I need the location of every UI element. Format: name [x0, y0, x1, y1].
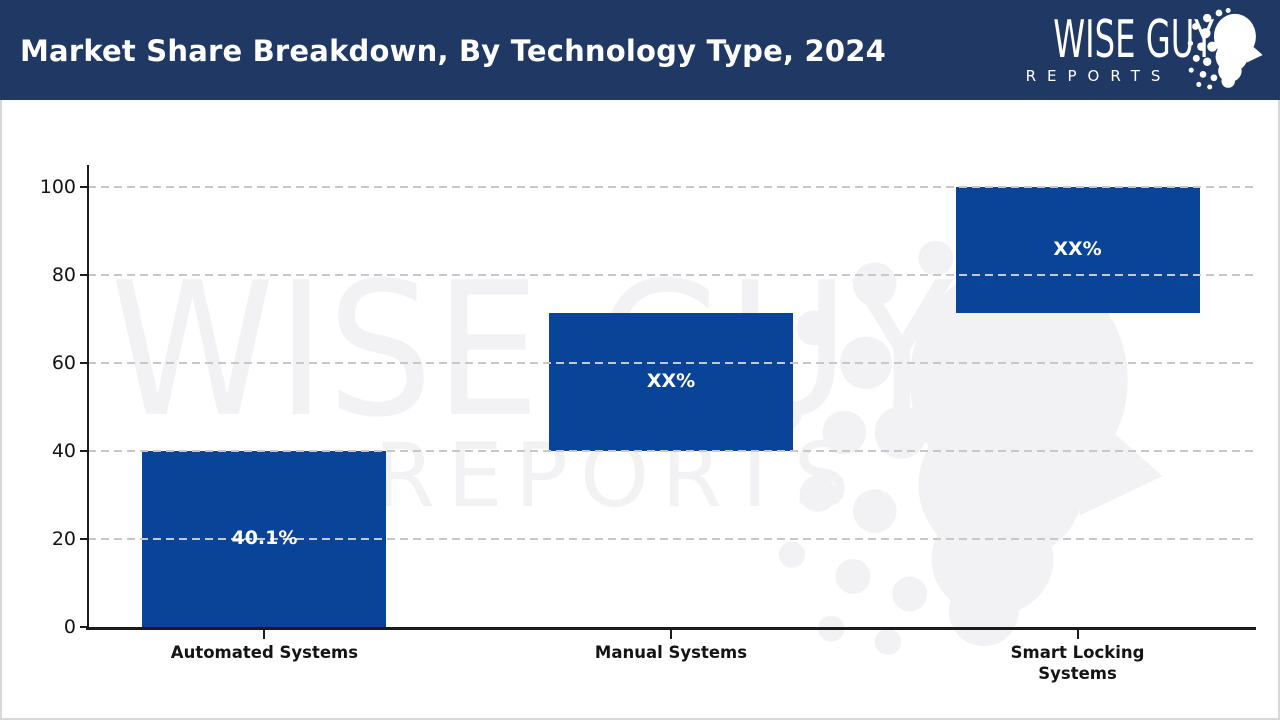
bar-value-label: 40.1%: [231, 526, 298, 549]
x-tick-mark: [263, 630, 266, 639]
y-tick-mark: [80, 626, 89, 628]
y-tick-mark: [80, 186, 89, 188]
logo-reports-text: REPORTS: [1025, 67, 1172, 85]
x-tick-label: Smart Locking Systems: [948, 642, 1208, 684]
x-tick-mark: [670, 630, 672, 639]
gridline: [88, 274, 1254, 276]
bar-value-label: XX%: [1053, 237, 1102, 260]
watermark-wordmark: WISE GUY: [110, 242, 955, 458]
gridline: [88, 538, 1254, 540]
x-axis-line: [86, 627, 1256, 630]
logo-wordmark-text: WISE GUY: [1053, 10, 1215, 70]
logo-wordmark: WISE GUY REPORTS: [1004, 14, 1214, 85]
x-tick-label: Manual Systems: [541, 642, 801, 663]
gridline: [88, 450, 1254, 452]
x-tick-label-line: Manual Systems: [594, 643, 748, 662]
gridline: [88, 186, 1254, 188]
y-tick-mark: [80, 450, 89, 452]
y-tick-mark: [80, 362, 89, 364]
bar-segment: [549, 312, 793, 451]
y-tick-mark: [80, 538, 89, 540]
y-tick-mark: [80, 274, 89, 276]
y-tick-label: 20: [51, 528, 76, 550]
y-tick-label: 0: [63, 616, 76, 638]
y-tick-label: 40: [51, 440, 76, 462]
y-tick-label: 60: [51, 352, 76, 374]
chart-area: WISE GUY REPORTS 0 20 40 60 80 100 40.1% Automa…: [0, 100, 1280, 720]
gridline: [88, 362, 1254, 364]
y-tick-label: 100: [39, 176, 76, 198]
page-title: Market Share Breakdown, By Technology Ty…: [20, 34, 887, 68]
header: Market Share Breakdown, By Technology Ty…: [0, 0, 1280, 100]
bar-value-label: XX%: [646, 369, 696, 392]
x-tick-label-line: Systems: [1038, 664, 1117, 683]
wiseguy-logo: WISE GUY REPORTS: [1004, 8, 1266, 92]
x-tick-mark: [1076, 630, 1079, 639]
y-tick-label: 80: [51, 264, 76, 286]
x-tick-label-line: Smart Locking: [1010, 643, 1145, 662]
x-tick-label: Automated Systems: [134, 642, 394, 663]
x-tick-label-line: Automated Systems: [170, 643, 359, 662]
y-axis-line: [87, 165, 89, 630]
